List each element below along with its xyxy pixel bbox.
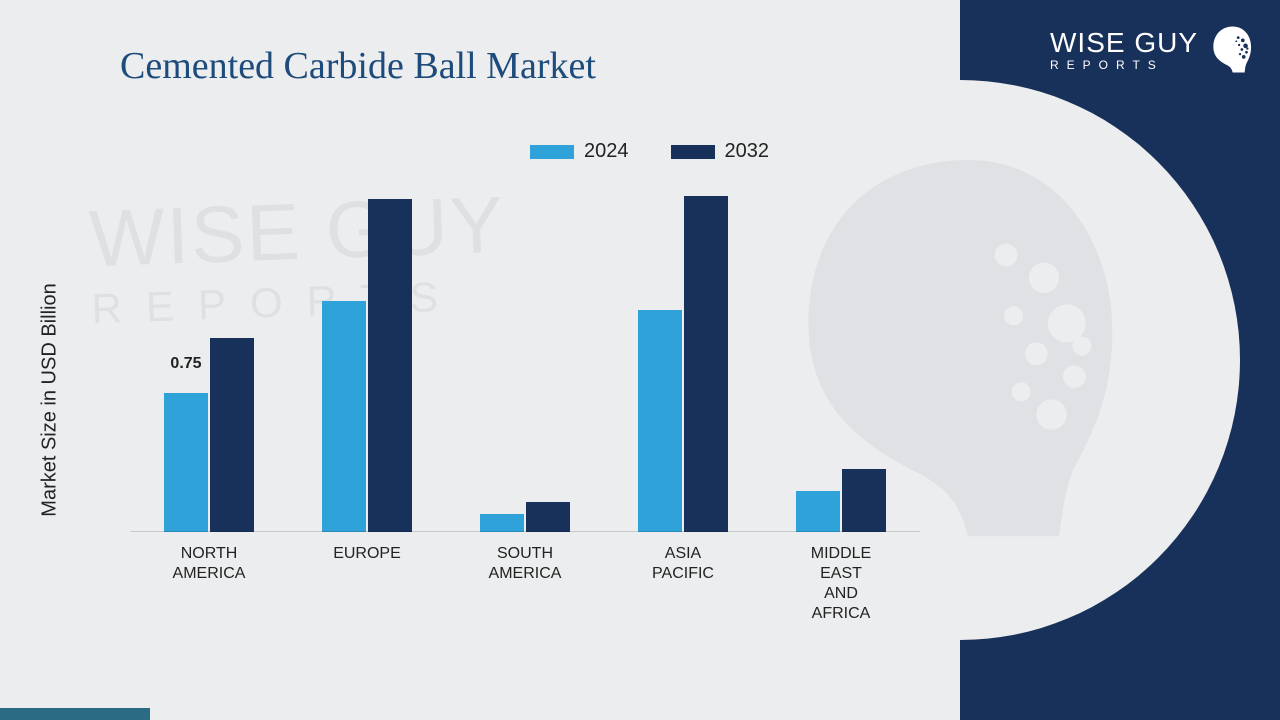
accent-bar <box>0 708 150 720</box>
bar-2024 <box>796 491 840 532</box>
right-panel <box>960 0 1280 720</box>
x-tick-label: EUROPE <box>307 544 427 564</box>
brand-sub: REPORTS <box>1050 59 1198 71</box>
chart-title: Cemented Carbide Ball Market <box>120 44 596 88</box>
brand-logo-text: WISE GUY REPORTS <box>1050 29 1198 71</box>
bar-2024 <box>164 393 208 532</box>
y-axis-label: Market Size in USD Billion <box>39 283 62 516</box>
plot-area: 0.75 <box>130 190 920 532</box>
bar-2024 <box>480 514 524 532</box>
bar-2024 <box>322 301 366 532</box>
brand-head-icon <box>1206 22 1252 78</box>
bar-2032 <box>368 199 412 532</box>
brand-logo: WISE GUY REPORTS <box>1050 22 1252 78</box>
x-tick-label: NORTHAMERICA <box>149 544 269 584</box>
bar-2024 <box>638 310 682 532</box>
x-axis-line <box>130 531 920 532</box>
bar-value-label: 0.75 <box>170 355 201 373</box>
x-tick-label: ASIAPACIFIC <box>623 544 743 584</box>
bar-2032 <box>684 196 728 532</box>
chart: Market Size in USD Billion 2024 2032 0.7… <box>50 150 940 650</box>
legend: 2024 2032 <box>530 140 769 163</box>
bar-2032 <box>210 338 254 532</box>
brand-name: WISE GUY <box>1050 29 1198 57</box>
legend-label-2024: 2024 <box>584 140 629 163</box>
legend-item-2024: 2024 <box>530 140 629 163</box>
bar-group <box>623 196 743 532</box>
legend-item-2032: 2032 <box>671 140 770 163</box>
x-axis-labels: NORTHAMERICA EUROPE SOUTHAMERICA ASIAPACIFI… <box>130 538 920 650</box>
bar-group <box>307 199 427 532</box>
x-tick-label: MIDDLEEASTANDAFRICA <box>781 544 901 624</box>
bar-group <box>149 338 269 532</box>
legend-label-2032: 2032 <box>725 140 770 163</box>
bar-group <box>465 502 585 532</box>
page: WISE GUY REPORTS WISE GUY REPORTS Cement… <box>0 0 1280 720</box>
legend-swatch-2024 <box>530 145 574 159</box>
bar-group <box>781 469 901 532</box>
bar-2032 <box>842 469 886 532</box>
x-tick-label: SOUTHAMERICA <box>465 544 585 584</box>
legend-swatch-2032 <box>671 145 715 159</box>
bar-2032 <box>526 502 570 532</box>
